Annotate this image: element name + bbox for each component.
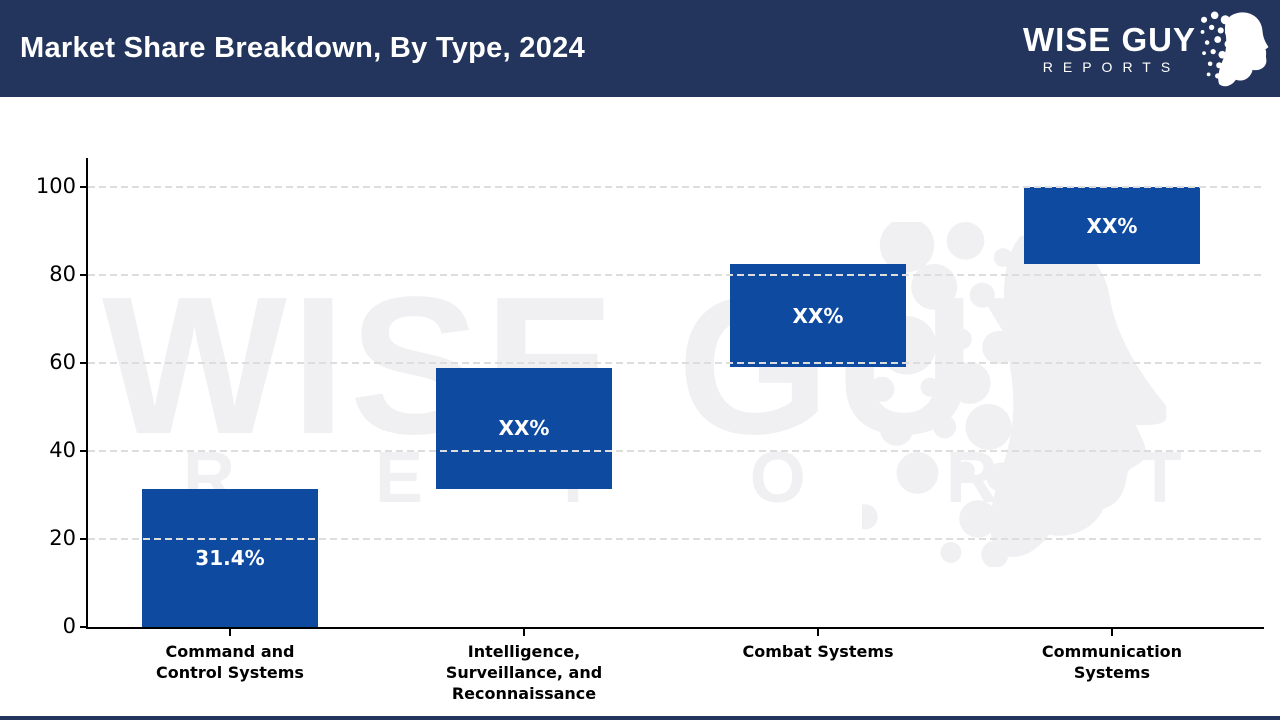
gridline — [88, 274, 1264, 276]
x-tick-label: Combat Systems — [678, 641, 958, 662]
x-axis-tick — [1111, 629, 1113, 636]
x-tick-label-line: Control Systems — [156, 663, 304, 682]
y-axis-tick — [80, 186, 88, 188]
y-axis-tick — [80, 450, 88, 452]
page-title: Market Share Breakdown, By Type, 2024 — [20, 32, 586, 64]
y-tick-label: 60 — [49, 350, 76, 374]
x-tick-label-line: Reconnaissance — [451, 684, 597, 703]
brand-name: WISE GUY — [1022, 21, 1196, 58]
bar-segment: 31.4% — [142, 488, 318, 627]
gridline — [88, 450, 1264, 452]
x-tick-label-line: Surveillance, and — [445, 663, 603, 682]
y-tick-label: 40 — [49, 438, 76, 462]
x-tick-label-line: Systems — [1073, 663, 1151, 682]
bar-value-label: XX% — [792, 303, 844, 328]
gridline — [88, 362, 1264, 364]
x-tick-label-line: Command and — [165, 642, 295, 661]
y-axis-tick — [80, 538, 88, 540]
y-tick-label: 80 — [49, 262, 76, 286]
y-axis-tick — [80, 362, 88, 364]
x-axis-tick — [817, 629, 819, 636]
y-tick-label: 20 — [49, 526, 76, 550]
gridline — [88, 538, 1264, 540]
y-axis-line — [86, 158, 88, 629]
x-tick-label-line: Intelligence, — [467, 642, 581, 661]
x-axis-line — [86, 627, 1264, 629]
gridline — [88, 186, 1264, 188]
x-tick-label: Intelligence, Surveillance, and Reconnaiss… — [384, 641, 664, 704]
x-tick-label: Communication Systems — [972, 641, 1252, 683]
x-axis-tick — [523, 629, 525, 636]
footer-bar — [0, 716, 1280, 720]
bar-segment: XX% — [730, 264, 906, 368]
x-axis-tick — [229, 629, 231, 636]
y-tick-label: 0 — [62, 614, 76, 638]
x-tick-label: Command and Control Systems — [90, 641, 370, 683]
x-tick-label-line: Combat Systems — [742, 642, 894, 661]
bar-value-label: XX% — [1086, 213, 1138, 238]
y-tick-label: 100 — [35, 174, 76, 198]
brand-logo: WISE GUY REPORTS — [1023, 0, 1270, 97]
y-axis-tick — [80, 274, 88, 276]
bar-value-label: XX% — [498, 416, 550, 441]
bar-segment: XX% — [1024, 187, 1200, 264]
bar-value-label: 31.4% — [195, 545, 265, 570]
header-bar: Market Share Breakdown, By Type, 2024 WI… — [0, 0, 1280, 97]
bar-segment: XX% — [436, 367, 612, 489]
brand-subtitle: REPORTS — [1042, 59, 1181, 75]
brand-text: WISE GUY REPORTS — [1023, 23, 1196, 74]
x-tick-label-line: Communication — [1041, 642, 1183, 661]
brand-head-icon — [1200, 10, 1269, 86]
y-axis-tick — [80, 626, 88, 628]
